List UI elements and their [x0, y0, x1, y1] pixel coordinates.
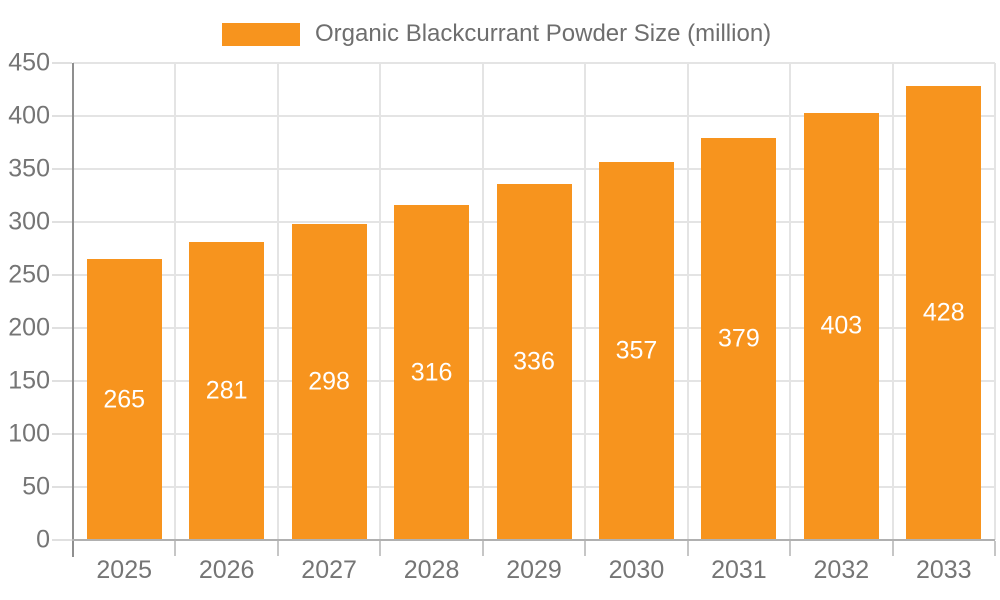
bar-2028[interactable]: 316 — [394, 205, 470, 540]
y-axis-tick-label: 50 — [22, 472, 50, 501]
x-axis-tick-mark — [891, 541, 894, 556]
plot-area: 265 281 298 316 336 357 379 403 428 — [73, 62, 996, 540]
x-axis-tick-label: 2028 — [403, 556, 460, 584]
v-gridline — [584, 63, 587, 540]
y-axis-tick-mark — [52, 274, 72, 276]
v-gridline — [994, 63, 996, 540]
x-axis-tick-mark — [379, 541, 382, 556]
x-axis-tick-label: 2033 — [915, 556, 972, 584]
bar-value-label: 281 — [205, 376, 248, 405]
y-axis-tick-mark — [52, 115, 72, 117]
bar-value-label: 265 — [103, 384, 146, 413]
v-gridline — [174, 63, 177, 540]
h-gridline — [73, 62, 995, 64]
y-axis-tick-mark — [52, 380, 72, 382]
x-axis-tick-label: 2030 — [608, 556, 665, 584]
y-axis-tick-mark — [52, 327, 72, 329]
x-axis-tick-mark — [276, 541, 279, 556]
y-axis-tick-mark — [52, 486, 72, 488]
bar-value-label: 379 — [718, 324, 760, 353]
bar-2033[interactable]: 428 — [906, 86, 982, 540]
x-axis-tick-label: 2027 — [301, 556, 357, 584]
v-gridline — [276, 63, 279, 540]
bar-value-label: 357 — [615, 336, 658, 365]
y-axis-tick-label: 300 — [8, 207, 50, 236]
x-axis-tick-mark — [174, 541, 177, 556]
x-axis-tick-label: 2031 — [711, 556, 767, 584]
bar-2027[interactable]: 298 — [291, 224, 367, 540]
x-axis-tick-mark — [686, 541, 689, 556]
y-axis-tick-mark — [52, 221, 72, 223]
x-axis-tick-mark — [994, 541, 996, 556]
y-axis-tick-label: 350 — [8, 154, 50, 183]
y-axis-tick-mark — [52, 433, 72, 435]
bar-2025[interactable]: 265 — [86, 259, 162, 540]
x-axis-tick-label: 2026 — [198, 556, 255, 584]
chart-legend[interactable]: Organic Blackcurrant Powder Size (millio… — [222, 20, 771, 47]
v-gridline — [686, 63, 689, 540]
x-axis-tick-label: 2029 — [506, 556, 562, 584]
bar-value-label: 403 — [820, 311, 863, 340]
legend-label: Organic Blackcurrant Powder Size (millio… — [315, 20, 772, 47]
bar-value-label: 316 — [410, 357, 453, 386]
y-axis-tick-label: 200 — [8, 313, 50, 342]
y-axis-line — [72, 63, 74, 557]
x-axis-tick-mark — [584, 541, 587, 556]
bar-value-label: 336 — [513, 347, 555, 376]
v-gridline — [789, 63, 792, 540]
y-axis-tick-label: 100 — [8, 419, 50, 448]
bar-2030[interactable]: 357 — [598, 161, 674, 540]
x-axis-tick-label: 2032 — [813, 556, 870, 584]
bar-value-label: 298 — [308, 367, 350, 396]
legend-swatch — [222, 23, 300, 46]
x-axis-line — [52, 539, 995, 541]
bar-2026[interactable]: 281 — [189, 242, 265, 540]
y-axis-tick-label: 0 — [36, 525, 50, 554]
v-gridline — [379, 63, 382, 540]
bar-2032[interactable]: 403 — [803, 112, 879, 540]
h-gridline — [73, 168, 995, 170]
bar-value-label: 428 — [922, 298, 965, 327]
y-axis-tick-label: 400 — [8, 101, 50, 130]
y-axis-tick-label: 450 — [8, 48, 50, 77]
y-axis-tick-mark — [52, 62, 72, 64]
bar-2029[interactable]: 336 — [496, 183, 572, 540]
y-axis-tick-mark — [52, 539, 72, 541]
h-gridline — [73, 115, 995, 117]
v-gridline — [481, 63, 484, 540]
bar-2031[interactable]: 379 — [701, 138, 777, 540]
x-axis-tick-mark — [789, 541, 792, 556]
y-axis-tick-label: 250 — [8, 260, 50, 289]
y-axis-tick-mark — [52, 168, 72, 170]
x-axis-tick-label: 2025 — [96, 556, 153, 584]
v-gridline — [891, 63, 894, 540]
x-axis-tick-mark — [481, 541, 484, 556]
y-axis-tick-label: 150 — [8, 366, 50, 395]
